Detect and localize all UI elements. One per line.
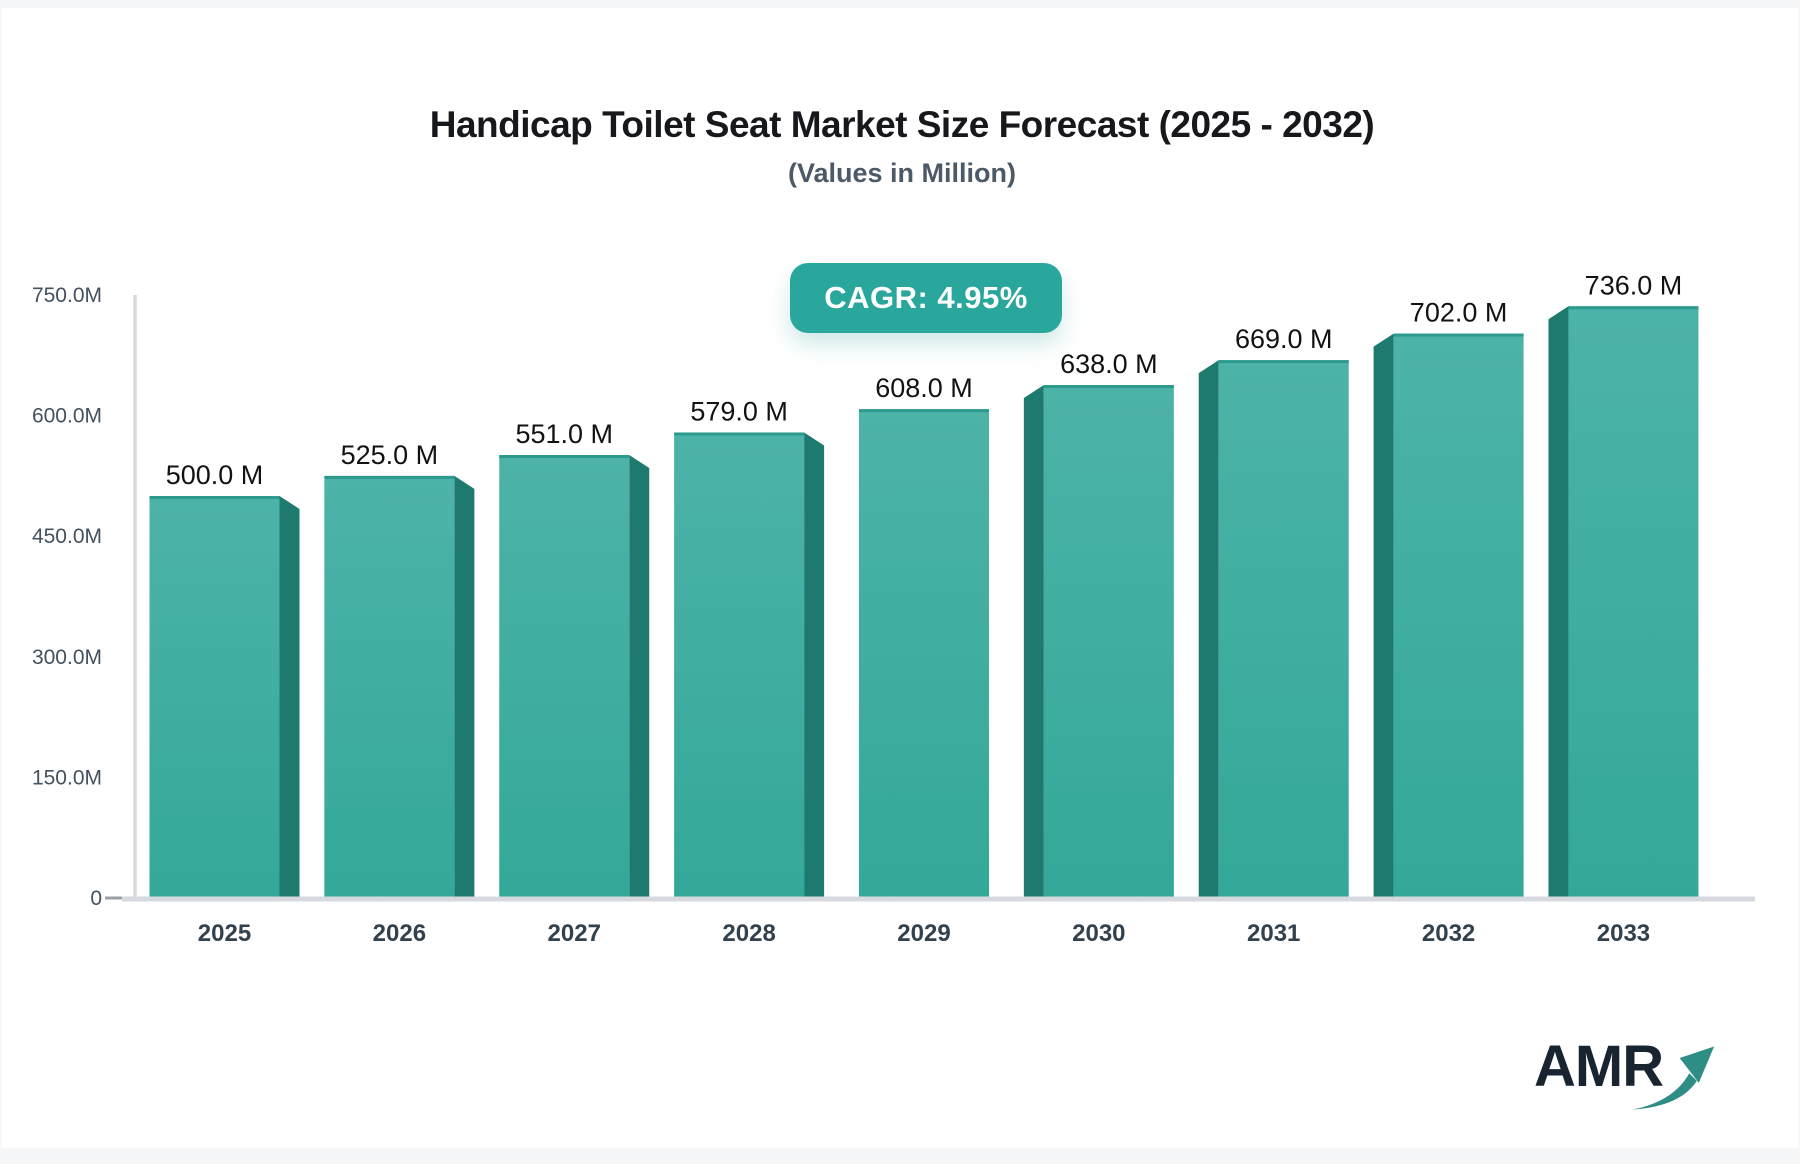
bar-chart: 0 150.0M 300.0M 450.0M 600.0M 750.0M 500.0 M 20…: [32, 270, 1755, 947]
bar-value-label: 608.0 M: [875, 373, 973, 403]
bar-side-face: [1023, 385, 1044, 901]
bar-2028[interactable]: [674, 432, 805, 900]
bar-2031[interactable]: [1218, 360, 1349, 900]
bar-2033[interactable]: [1568, 306, 1699, 901]
bar-top-edge: [499, 454, 630, 458]
y-tick-label: 600.0M: [32, 405, 102, 428]
y-tick-label: 150.0M: [32, 766, 102, 789]
bar-side-face: [454, 475, 475, 900]
chart-title: Handicap Toilet Seat Market Size Forecas…: [429, 104, 1375, 145]
growth-arrow-icon: [1631, 1046, 1715, 1110]
chart-subtitle: (Values in Million): [787, 158, 1017, 188]
cagr-badge: CAGR: 4.95%: [790, 263, 1062, 333]
bar-top-edge: [858, 409, 989, 413]
bar-side-face: [1548, 306, 1569, 901]
cagr-badge-label: CAGR: 4.95%: [824, 280, 1028, 315]
y-tick-label: 750.0M: [32, 284, 102, 307]
bar-value-label: 669.0 M: [1235, 324, 1333, 354]
bar-side-face: [279, 496, 300, 900]
bar-value-label: 638.0 M: [1060, 349, 1158, 379]
bar-top-edge: [674, 432, 805, 436]
bar-2026[interactable]: [324, 475, 455, 900]
x-tick-label: 2032: [1422, 920, 1475, 947]
bar-value-label: 551.0 M: [515, 419, 613, 449]
amr-logo-text: AMR: [1534, 1034, 1664, 1099]
x-tick-label: 2030: [1072, 920, 1125, 947]
bar-side-face: [1198, 360, 1219, 900]
bar-top-edge: [1218, 360, 1349, 364]
bar-2025[interactable]: [149, 496, 280, 900]
chart-card: Handicap Toilet Seat Market Size Forecas…: [2, 8, 1798, 1148]
bar-top-edge: [149, 496, 280, 499]
y-tick-label: 300.0M: [32, 646, 102, 669]
bar-value-label: 500.0 M: [166, 460, 264, 490]
y-tick-label: 450.0M: [32, 525, 102, 548]
amr-logo: AMR: [1534, 1036, 1724, 1116]
bar-top-edge: [1393, 333, 1524, 337]
y-tick-label: 0: [90, 887, 102, 910]
bar-value-label: 525.0 M: [341, 440, 439, 470]
x-tick-label: 2027: [548, 920, 601, 947]
bar-2029[interactable]: [858, 409, 989, 900]
x-tick-label: 2028: [722, 920, 775, 947]
bar-side-face: [629, 454, 650, 900]
bar-top-edge: [1043, 385, 1174, 389]
bar-2032[interactable]: [1393, 333, 1524, 900]
bar-side-face: [1373, 333, 1394, 900]
x-tick-label: 2025: [198, 920, 251, 947]
x-tick-label: 2031: [1247, 920, 1300, 947]
bar-value-label: 702.0 M: [1410, 298, 1508, 328]
x-tick-label: 2033: [1597, 920, 1650, 947]
bar-side-face: [804, 432, 825, 900]
x-tick-label: 2029: [897, 920, 950, 947]
bar-2027[interactable]: [499, 454, 630, 900]
bar-value-label: 736.0 M: [1585, 270, 1683, 300]
x-tick-label: 2026: [373, 920, 426, 947]
bar-value-label: 579.0 M: [690, 396, 788, 426]
bar-top-edge: [1568, 306, 1699, 310]
bar-2030[interactable]: [1043, 385, 1174, 901]
bar-top-edge: [324, 475, 455, 479]
